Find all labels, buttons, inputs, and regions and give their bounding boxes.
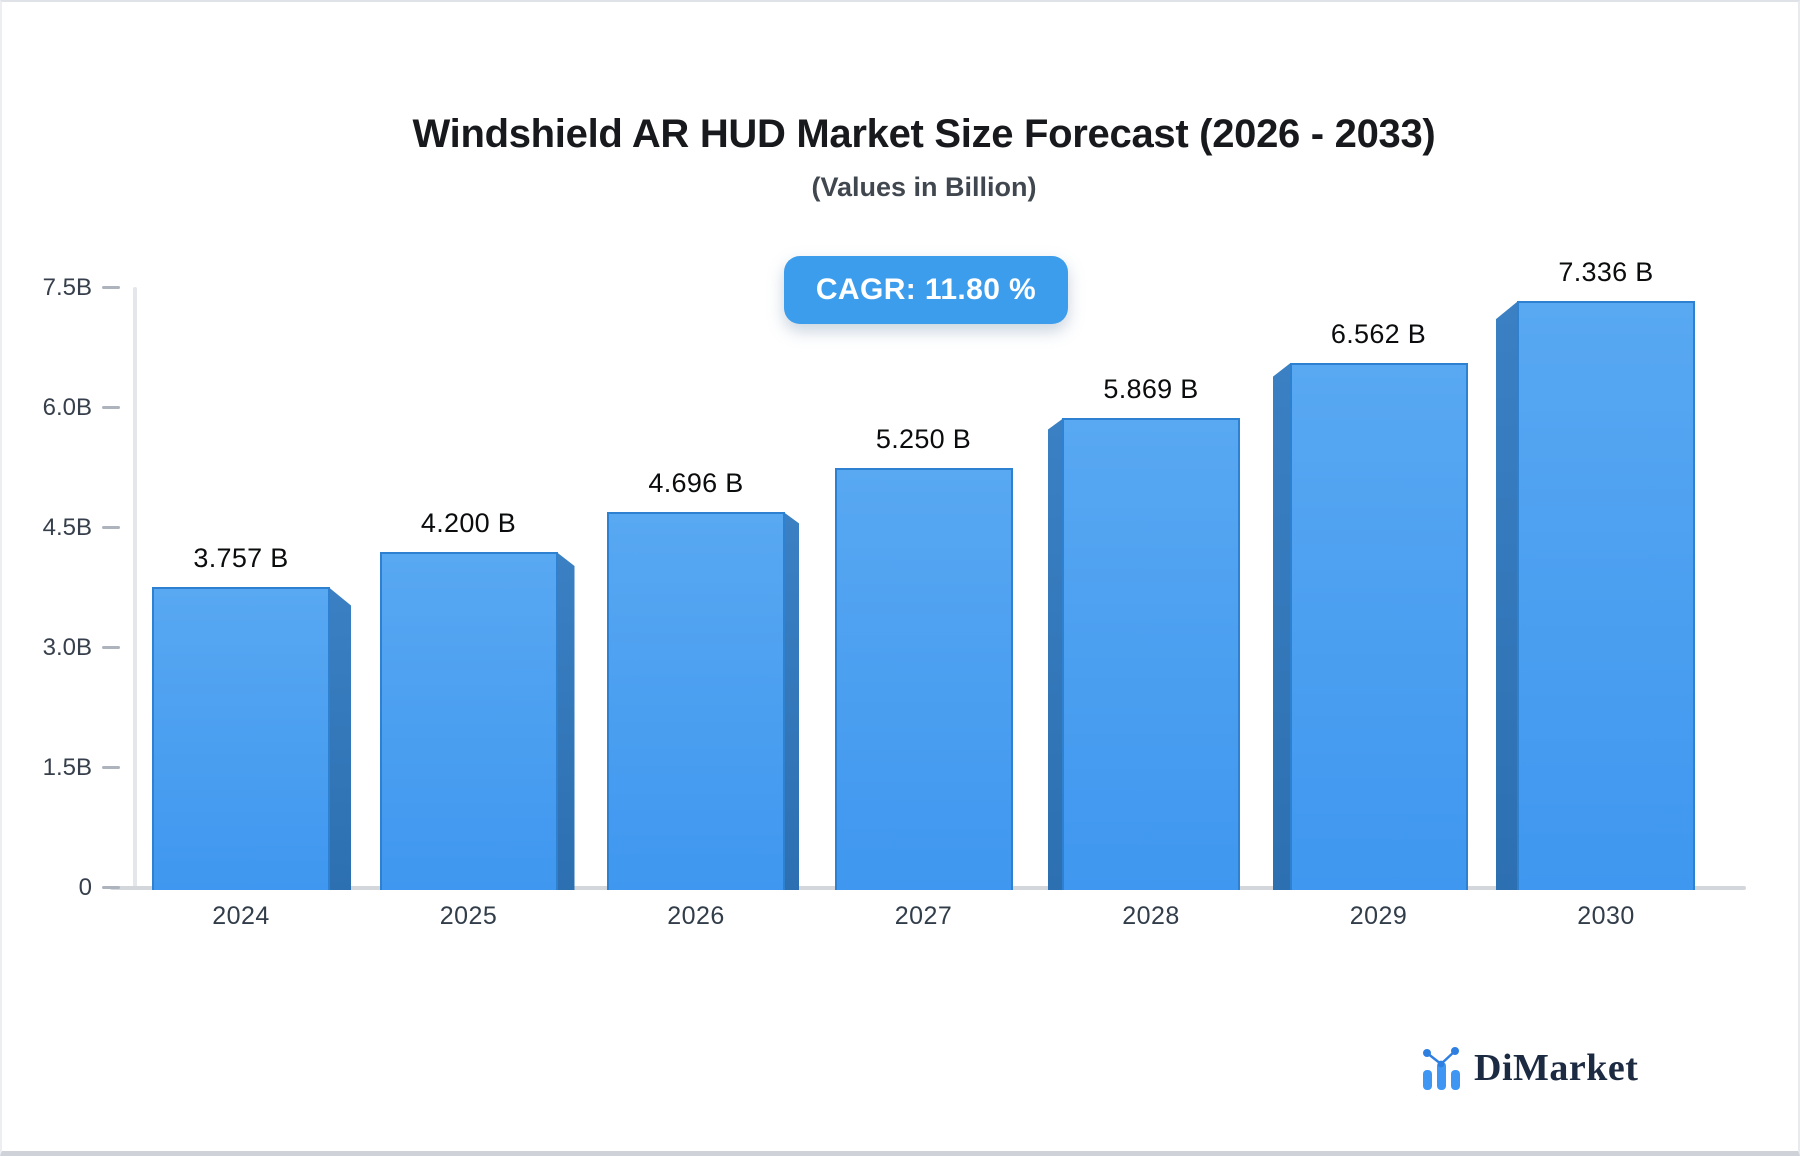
y-tick-dash <box>102 646 120 649</box>
bar <box>1517 301 1695 890</box>
x-tick-label: 2030 <box>1577 902 1635 930</box>
bar <box>607 512 785 890</box>
y-tick-label: 0 <box>78 874 92 901</box>
brand-logo: DiMarket <box>1420 1040 1638 1096</box>
bar-side-panel <box>556 552 575 890</box>
y-tick-label: 7.5B <box>42 274 92 301</box>
y-tick-dash <box>102 286 120 289</box>
y-tick-dash <box>102 406 120 409</box>
bar-value-label: 5.869 B <box>1103 374 1199 405</box>
y-tick-label: 4.5B <box>42 514 92 541</box>
y-tick-label: 6.0B <box>42 394 92 421</box>
y-tick-label: 3.0B <box>42 634 92 661</box>
bar <box>379 552 558 890</box>
bar-value-label: 4.200 B <box>420 508 517 538</box>
bar-side-panel <box>1272 363 1291 890</box>
brand-logo-text: DiMarket <box>1474 1047 1639 1089</box>
cagr-badge: CAGR: 11.80 % <box>784 256 1068 324</box>
bar-value-label: 7.336 B <box>1558 257 1654 288</box>
chart-subtitle: (Values in Billion) <box>811 172 1037 202</box>
x-tick-label: 2025 <box>439 902 498 930</box>
bar <box>1289 363 1468 890</box>
x-tick-label: 2027 <box>894 902 953 930</box>
y-axis-line <box>133 287 137 888</box>
bar-value-label: 3.757 B <box>193 543 289 574</box>
x-tick-label: 2026 <box>667 902 725 930</box>
bar <box>1062 418 1240 890</box>
bar <box>152 587 330 890</box>
bar-side-panel <box>329 587 351 890</box>
chart-title: Windshield AR HUD Market Size Forecast (… <box>412 112 1436 156</box>
bar-side-panel <box>784 512 799 890</box>
bar <box>834 468 1013 890</box>
x-tick-label: 2029 <box>1349 902 1408 930</box>
y-tick-dash <box>102 766 120 769</box>
bar-value-label: 5.250 B <box>875 424 972 454</box>
bar-value-label: 4.696 B <box>648 468 744 499</box>
y-tick-dash <box>102 526 120 529</box>
mini-bar-trend-icon <box>1423 1047 1460 1090</box>
y-tick-label: 1.5B <box>42 754 92 781</box>
y-tick-dash <box>102 886 120 889</box>
cagr-badge-label: CAGR: 11.80 % <box>815 273 1037 306</box>
x-tick-label: 2028 <box>1122 902 1180 930</box>
x-tick-label: 2024 <box>212 902 270 930</box>
bar-side-panel <box>1048 418 1063 890</box>
bar-value-label: 6.562 B <box>1330 319 1427 350</box>
bar-side-panel <box>1496 301 1518 890</box>
